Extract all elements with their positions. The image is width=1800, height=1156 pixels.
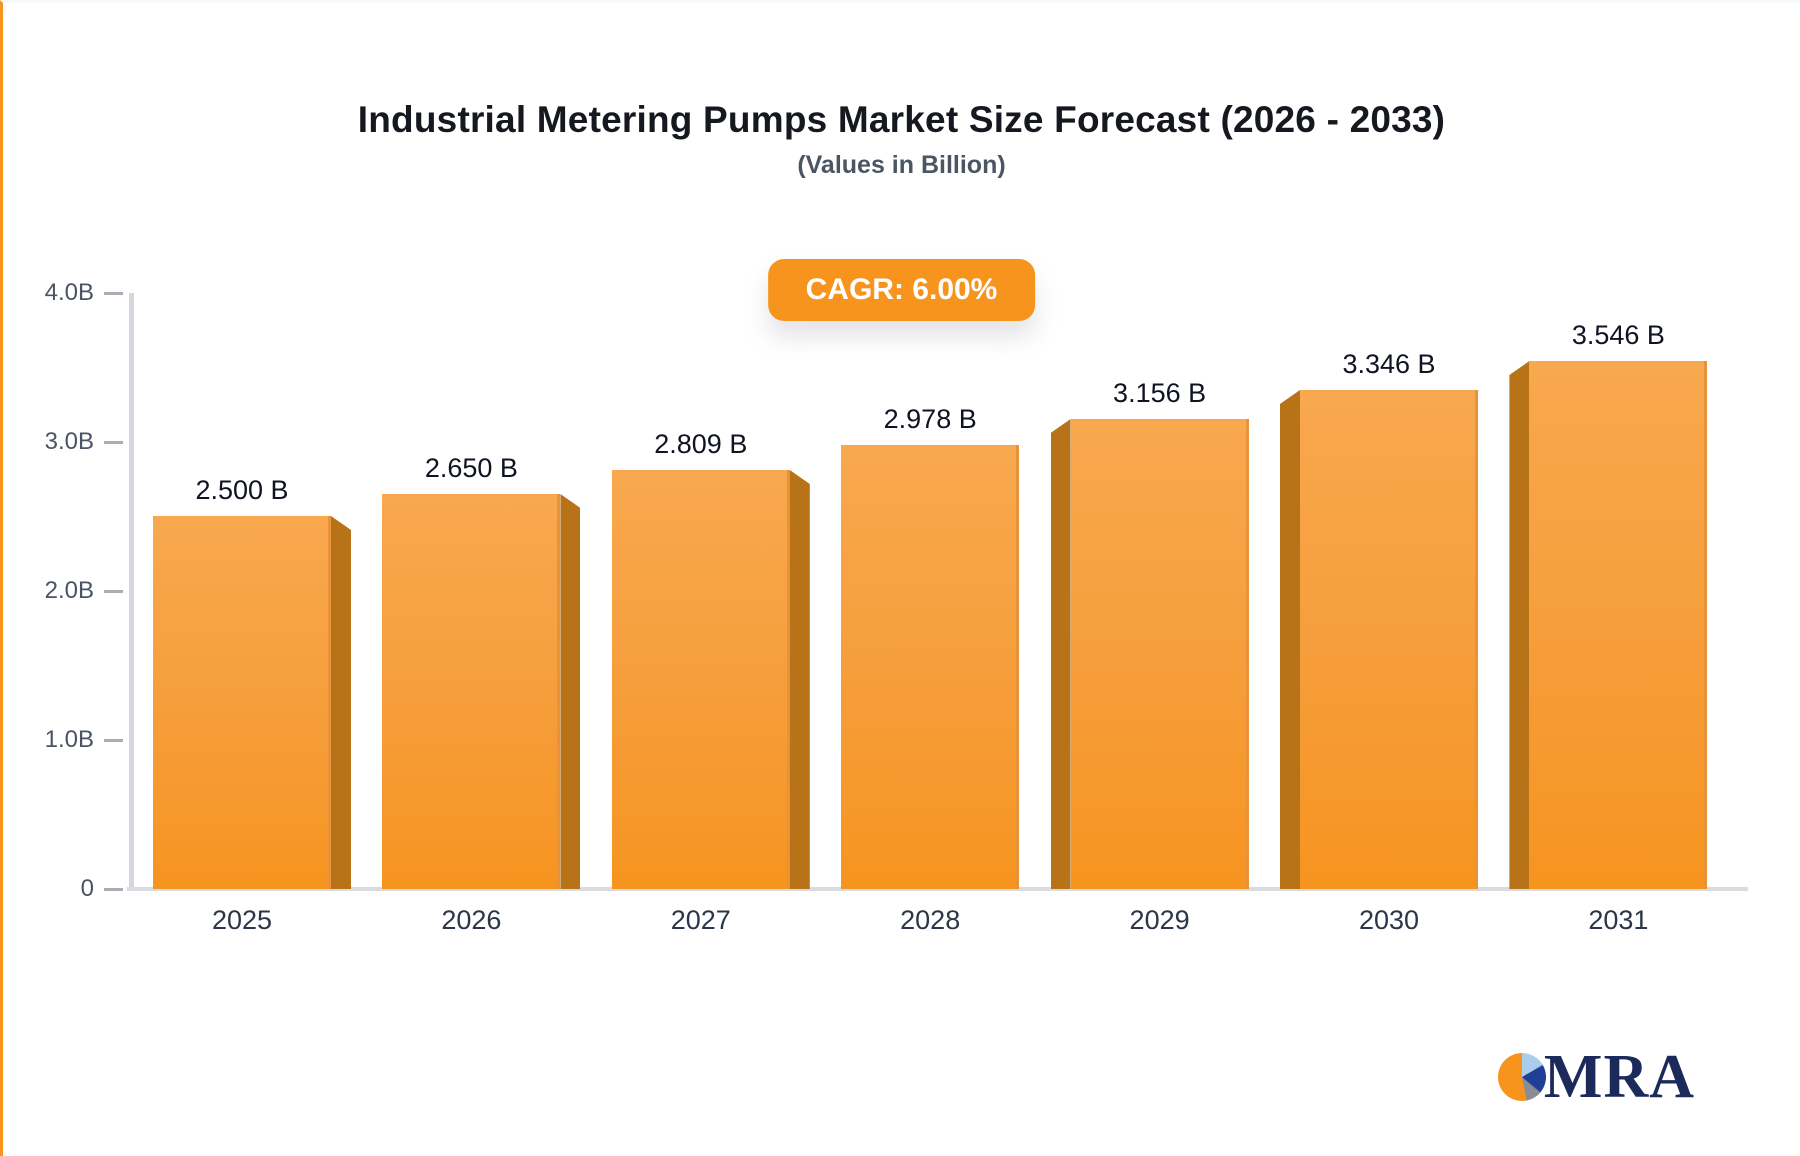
bar bbox=[1529, 361, 1708, 889]
y-axis-line bbox=[129, 293, 134, 891]
x-tick-label: 2026 bbox=[441, 905, 502, 935]
y-tick-label: 3.0B bbox=[44, 428, 94, 455]
x-tick-label: 2027 bbox=[670, 905, 731, 935]
y-tick: 2.0B bbox=[45, 577, 133, 605]
bar bbox=[1070, 419, 1249, 889]
bar-value-label: 2.650 B bbox=[424, 453, 518, 483]
y-tick-label: 1.0B bbox=[44, 726, 94, 753]
bar-side-panel bbox=[1280, 390, 1300, 889]
chart-title: Industrial Metering Pumps Market Size Fo… bbox=[357, 99, 1446, 140]
bar-side-panel bbox=[1050, 419, 1071, 889]
cagr-badge: CAGR: 6.00% bbox=[767, 259, 1036, 321]
x-tick-label: 2028 bbox=[900, 905, 961, 935]
x-tick-label: 2031 bbox=[1588, 905, 1649, 935]
logo: MRA bbox=[1497, 1043, 1695, 1111]
x-tick-label: 2029 bbox=[1129, 905, 1190, 935]
pie-chart-icon bbox=[1497, 1053, 1546, 1101]
x-tick-label: 2025 bbox=[211, 905, 273, 935]
bar-value-label: 3.156 B bbox=[1113, 378, 1207, 408]
logo-text: MRA bbox=[1543, 1043, 1695, 1111]
bar bbox=[841, 445, 1020, 889]
y-tick-dash bbox=[104, 589, 123, 593]
plot-area: 4.0B 3.0B 2.0B 1.0B 0 2.500 B 2.650 B 2.809 B 2… bbox=[45, 279, 1748, 935]
y-tick: 4.0B bbox=[45, 279, 133, 307]
y-tick: 3.0B bbox=[45, 428, 133, 456]
x-axis-line bbox=[127, 887, 1748, 891]
y-tick-label: 0 bbox=[80, 875, 94, 902]
y-tick-label: 2.0B bbox=[44, 577, 94, 604]
y-tick-label: 4.0B bbox=[44, 279, 94, 306]
bar-side-panel bbox=[789, 470, 810, 889]
y-tick-dash bbox=[104, 738, 123, 742]
bar-side-panel bbox=[560, 494, 581, 889]
bar-value-label: 3.346 B bbox=[1342, 349, 1436, 379]
y-tick: 0 bbox=[81, 875, 133, 903]
bar-value-label: 2.500 B bbox=[195, 475, 289, 505]
bar-value-label: 2.978 B bbox=[883, 404, 977, 434]
bar bbox=[611, 470, 790, 889]
y-tick: 1.0B bbox=[45, 726, 133, 754]
y-tick-dash bbox=[104, 440, 123, 444]
bar-value-label: 2.809 B bbox=[654, 429, 748, 459]
bar-value-label: 3.546 B bbox=[1571, 320, 1665, 350]
bar bbox=[382, 494, 561, 889]
bar-side-panel bbox=[1509, 361, 1530, 889]
bar bbox=[1300, 390, 1478, 889]
y-tick-dash bbox=[104, 887, 123, 891]
chart-subtitle: (Values in Billion) bbox=[797, 151, 1006, 179]
x-tick-label: 2030 bbox=[1358, 905, 1420, 935]
y-tick-dash bbox=[104, 291, 123, 295]
bar-side-panel bbox=[331, 516, 351, 889]
bar bbox=[153, 516, 331, 889]
